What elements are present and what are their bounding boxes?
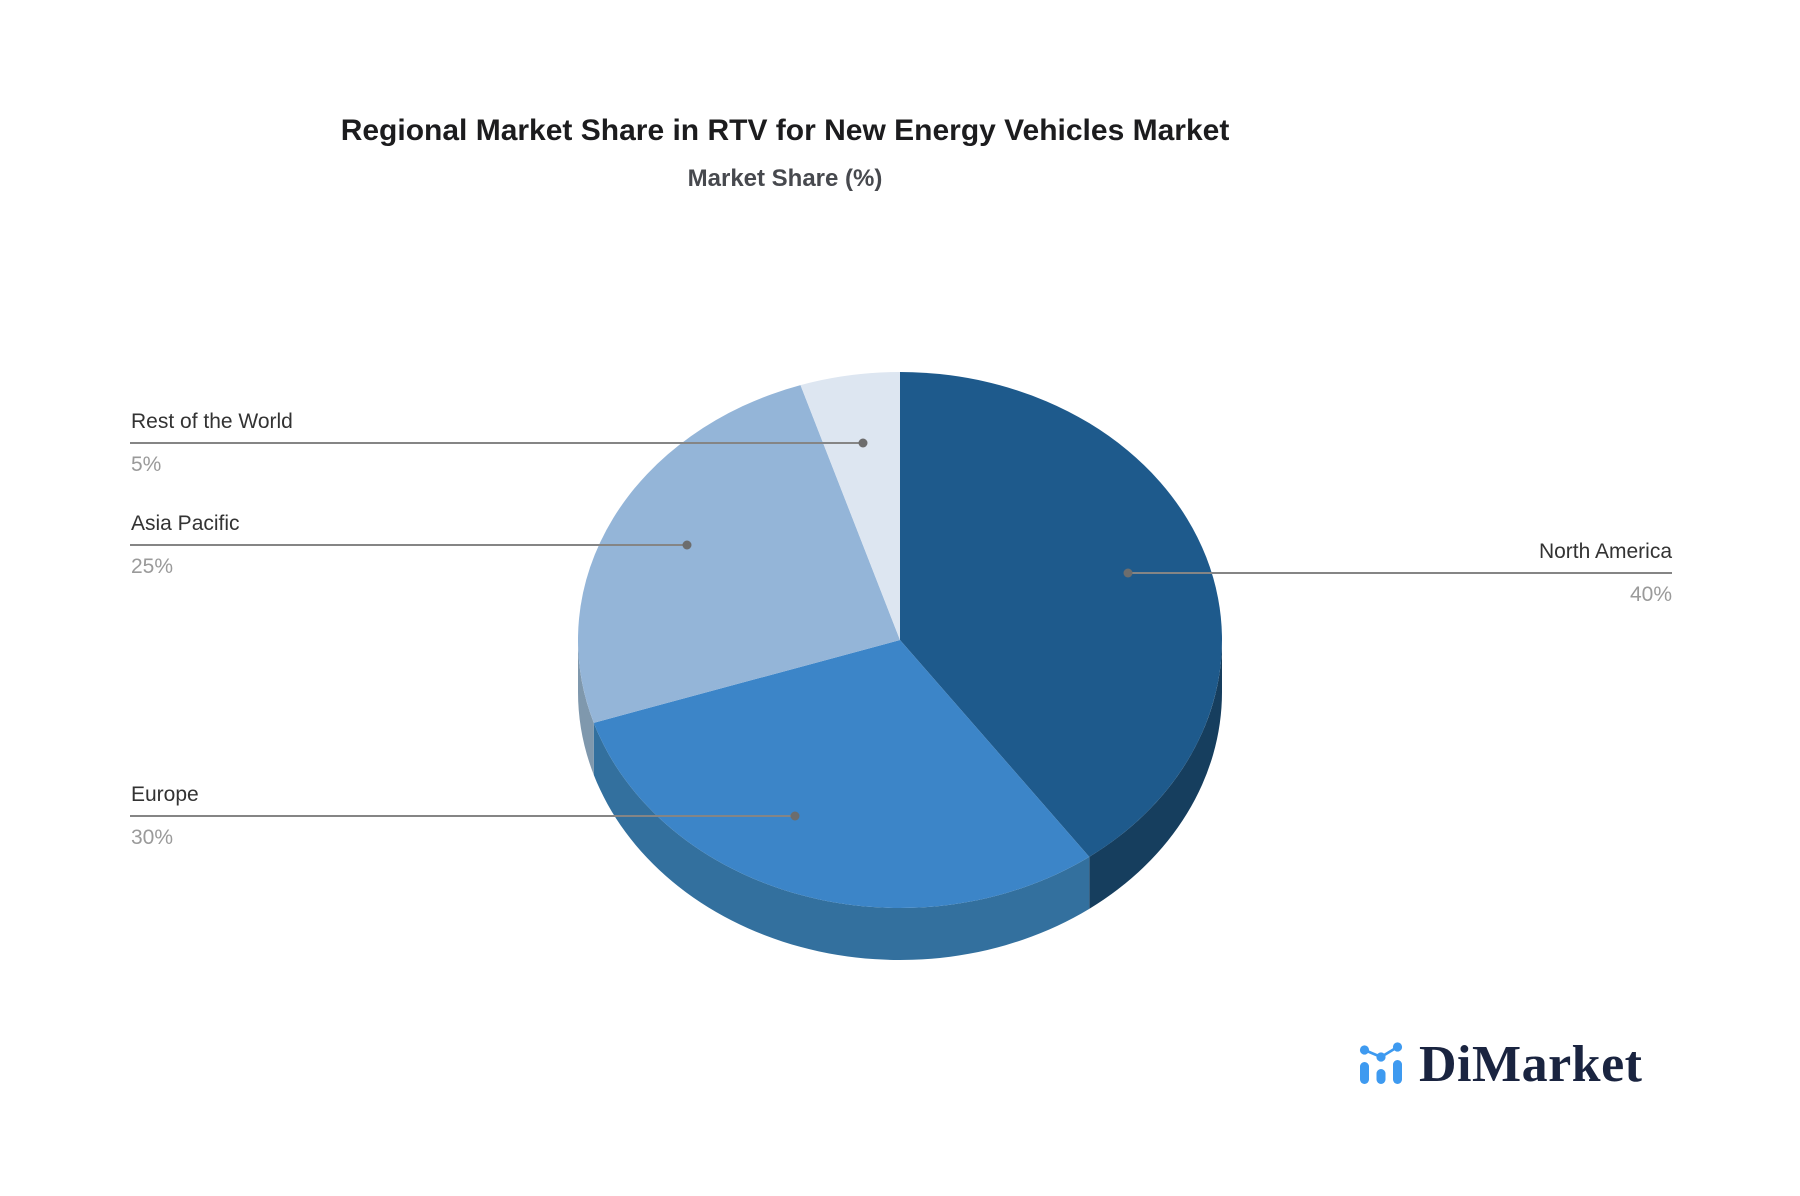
pie-slice-europe[interactable] [593, 640, 1090, 908]
leader-dot-north-america [1123, 568, 1133, 578]
logo-text: DiMarket [1419, 1036, 1643, 1093]
pie-label-europe: Europe [131, 783, 199, 806]
pie-label-asia-pacific: Asia Pacific [131, 512, 240, 535]
pie-slice-side-europe [593, 722, 1090, 960]
pie-value-rest-of-the-world: 5% [131, 453, 162, 476]
leader-dot-asia-pacific [682, 540, 692, 550]
pie-slice-side-asia-pacific [578, 640, 594, 775]
chart-subtitle: Market Share (%) [687, 165, 883, 192]
pie-value-asia-pacific: 25% [131, 555, 174, 578]
pie-value-europe: 30% [131, 826, 174, 849]
dimarket-logo: DiMarket [1356, 1036, 1643, 1093]
pie-label-rest-of-the-world: Rest of the World [131, 410, 293, 433]
pie-slice-side-north-america [1089, 640, 1222, 909]
leader-dot-rest-of-the-world [858, 438, 868, 448]
bar-line-chart-icon [1359, 1042, 1403, 1084]
pie-slice-rest-of-the-world[interactable] [800, 372, 900, 640]
pie-slice-north-america[interactable] [900, 372, 1222, 857]
leader-dot-europe [790, 811, 800, 821]
chart-title: Regional Market Share in RTV for New Ene… [340, 114, 1230, 147]
pie-slice-asia-pacific[interactable] [578, 385, 900, 723]
pie-value-north-america: 40% [1629, 583, 1672, 606]
pie-label-north-america: North America [1538, 540, 1672, 563]
